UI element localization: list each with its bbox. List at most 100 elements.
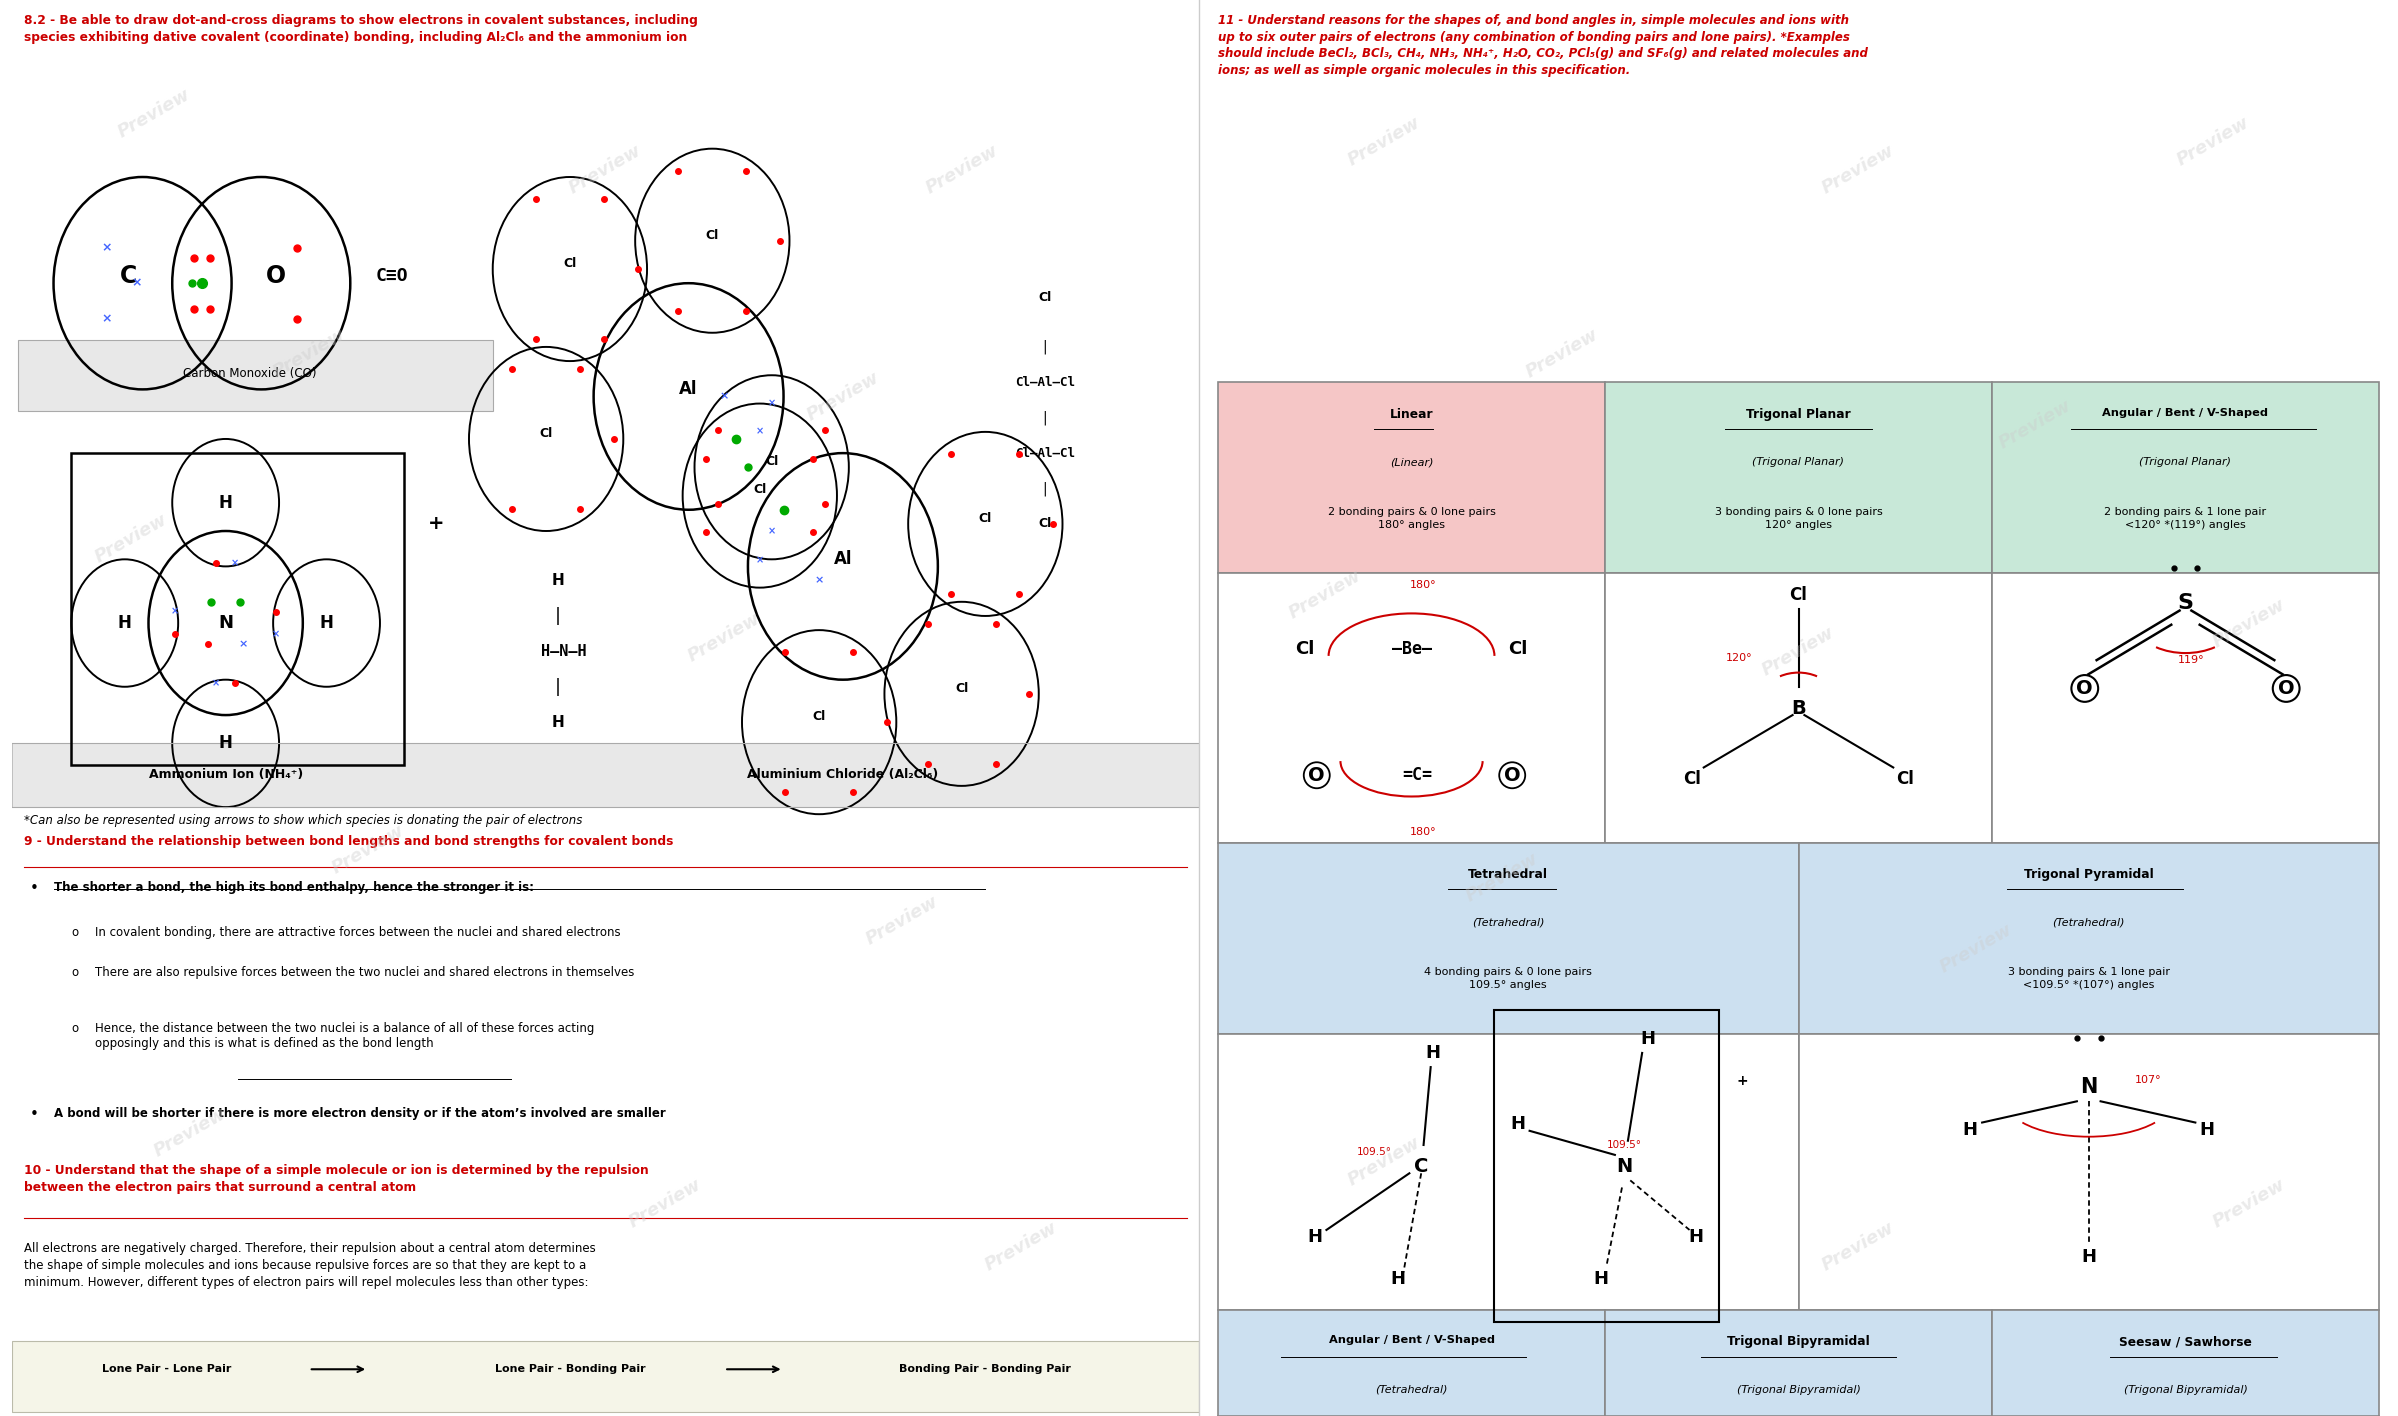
Text: Cl: Cl — [954, 681, 969, 695]
Text: Preview: Preview — [1345, 113, 1424, 170]
Text: Preview: Preview — [1285, 566, 1364, 623]
Text: O: O — [1309, 766, 1326, 784]
Text: Seesaw / Sawhorse: Seesaw / Sawhorse — [2120, 1335, 2252, 1348]
Text: (Trigonal Bipyramidal): (Trigonal Bipyramidal) — [2125, 1385, 2247, 1395]
Text: Preview: Preview — [863, 892, 942, 949]
Text: Preview: Preview — [329, 821, 408, 878]
Text: 120°: 120° — [1727, 653, 1753, 664]
Text: Cl: Cl — [753, 483, 767, 497]
Text: H: H — [319, 615, 333, 632]
Text: H: H — [218, 494, 233, 511]
Text: *Can also be represented using arrows to show which species is donating the pair: *Can also be represented using arrows to… — [24, 814, 583, 827]
Text: Cl—Al—Cl: Cl—Al—Cl — [1014, 446, 1074, 460]
Text: H: H — [552, 573, 564, 588]
Text: H: H — [1424, 1044, 1441, 1062]
Text: ×: × — [230, 558, 240, 568]
Text: |: | — [1043, 411, 1048, 425]
Text: H: H — [552, 715, 564, 729]
Text: A bond will be shorter if there is more electron density or if the atom’s involv: A bond will be shorter if there is more … — [53, 1107, 664, 1120]
Text: Al: Al — [679, 381, 698, 398]
Text: O: O — [2077, 678, 2093, 698]
Text: •: • — [29, 1107, 38, 1123]
FancyBboxPatch shape — [17, 340, 492, 411]
Text: Preview: Preview — [269, 326, 348, 382]
Text: ×: × — [755, 555, 765, 565]
Text: 3 bonding pairs & 0 lone pairs
120° angles: 3 bonding pairs & 0 lone pairs 120° angl… — [1715, 507, 1882, 530]
Text: Ammonium Ion (NH₄⁺): Ammonium Ion (NH₄⁺) — [149, 767, 302, 782]
Text: 119°: 119° — [2177, 656, 2204, 666]
Text: ×: × — [170, 606, 180, 617]
Text: Preview: Preview — [923, 142, 1000, 198]
Text: Trigonal Pyramidal: Trigonal Pyramidal — [2024, 868, 2153, 881]
Text: |: | — [1043, 481, 1048, 496]
Text: Cl: Cl — [813, 709, 825, 724]
Text: H: H — [2081, 1247, 2096, 1266]
FancyBboxPatch shape — [1218, 382, 1604, 573]
Text: (Tetrahedral): (Tetrahedral) — [1376, 1385, 1448, 1395]
Text: Cl—Al—Cl: Cl—Al—Cl — [1014, 375, 1074, 389]
Text: ×: × — [132, 276, 141, 290]
Text: Bonding Pair - Bonding Pair: Bonding Pair - Bonding Pair — [899, 1364, 1072, 1375]
Text: o: o — [72, 1022, 79, 1035]
Text: Preview: Preview — [566, 142, 645, 198]
Text: Preview: Preview — [1760, 623, 1837, 680]
Text: Tetrahedral: Tetrahedral — [1468, 868, 1549, 881]
Text: H: H — [218, 735, 233, 752]
Text: 9 - Understand the relationship between bond lengths and bond strengths for cova: 9 - Understand the relationship between … — [24, 835, 674, 848]
Text: Preview: Preview — [115, 85, 194, 142]
Text: O: O — [2278, 678, 2295, 698]
Text: Angular / Bent / V-Shaped: Angular / Bent / V-Shaped — [1328, 1335, 1494, 1345]
FancyBboxPatch shape — [1993, 573, 2379, 843]
Text: Aluminium Chloride (Al₂Cl₆): Aluminium Chloride (Al₂Cl₆) — [748, 767, 938, 782]
Text: Preview: Preview — [626, 1175, 705, 1232]
Text: Angular / Bent / V-Shaped: Angular / Bent / V-Shaped — [2103, 408, 2269, 418]
FancyBboxPatch shape — [1993, 382, 2379, 573]
Text: 2 bonding pairs & 1 lone pair
<120° *(119°) angles: 2 bonding pairs & 1 lone pair <120° *(11… — [2105, 507, 2266, 530]
Text: Cl: Cl — [540, 426, 554, 440]
FancyBboxPatch shape — [1604, 382, 1993, 573]
Text: Hence, the distance between the two nuclei is a balance of all of these forces a: Hence, the distance between the two nucl… — [96, 1022, 595, 1051]
Text: 2 bonding pairs & 0 lone pairs
180° angles: 2 bonding pairs & 0 lone pairs 180° angl… — [1328, 507, 1496, 530]
Text: Cl: Cl — [1038, 290, 1050, 304]
Text: H: H — [1964, 1120, 1978, 1138]
Text: Cl: Cl — [564, 256, 576, 270]
FancyBboxPatch shape — [1604, 1310, 1993, 1416]
Text: |: | — [554, 678, 561, 695]
Text: Preview: Preview — [1938, 920, 2017, 977]
FancyBboxPatch shape — [1218, 1034, 1798, 1310]
Text: Preview: Preview — [1995, 396, 2074, 453]
Text: Preview: Preview — [1818, 1218, 1897, 1274]
Text: Cl: Cl — [1897, 770, 1914, 787]
Text: ×: × — [767, 398, 775, 408]
Text: Preview: Preview — [1463, 850, 1542, 906]
Text: (Trigonal Bipyramidal): (Trigonal Bipyramidal) — [1736, 1385, 1861, 1395]
Text: ×: × — [211, 678, 221, 688]
Text: Trigonal Planar: Trigonal Planar — [1746, 408, 1851, 421]
Text: ×: × — [767, 527, 775, 537]
Text: Preview: Preview — [2209, 1175, 2288, 1232]
Text: H: H — [118, 615, 132, 632]
Text: 107°: 107° — [2134, 1075, 2161, 1085]
FancyBboxPatch shape — [1993, 1310, 2379, 1416]
Text: Preview: Preview — [2209, 595, 2288, 651]
Text: =C=: =C= — [1403, 766, 1432, 784]
Text: 3 bonding pairs & 1 lone pair
<109.5° *(107°) angles: 3 bonding pairs & 1 lone pair <109.5° *(… — [2007, 967, 2170, 990]
Text: 11 - Understand reasons for the shapes of, and bond angles in, simple molecules : 11 - Understand reasons for the shapes o… — [1218, 14, 1868, 76]
Text: H: H — [1511, 1114, 1525, 1133]
Text: o: o — [72, 926, 79, 939]
Text: C: C — [120, 265, 137, 287]
FancyBboxPatch shape — [12, 1341, 1199, 1412]
Text: Cl: Cl — [1038, 517, 1050, 531]
Text: Cl: Cl — [1508, 640, 1528, 658]
Text: Carbon Monoxide (CO): Carbon Monoxide (CO) — [182, 367, 317, 381]
Text: Trigonal Bipyramidal: Trigonal Bipyramidal — [1727, 1335, 1870, 1348]
Text: 109.5°: 109.5° — [1357, 1147, 1391, 1157]
Text: Cl: Cl — [705, 228, 719, 242]
Text: Lone Pair - Bonding Pair: Lone Pair - Bonding Pair — [494, 1364, 645, 1375]
Text: Cl: Cl — [1789, 586, 1808, 603]
Text: Lone Pair - Lone Pair: Lone Pair - Lone Pair — [101, 1364, 230, 1375]
Text: —Be—: —Be— — [1391, 640, 1432, 658]
Text: Preview: Preview — [1523, 326, 1602, 382]
Text: N: N — [1616, 1157, 1633, 1175]
Text: Preview: Preview — [981, 1218, 1060, 1274]
